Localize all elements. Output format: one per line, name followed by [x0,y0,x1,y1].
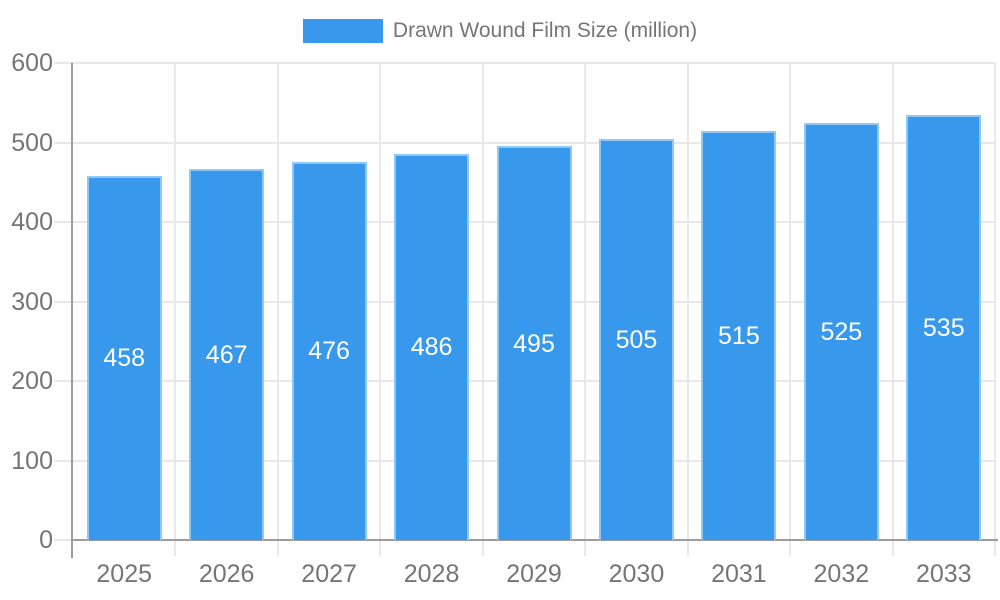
x-axis-label: 2030 [608,560,665,588]
x-axis-tick [584,540,587,556]
bar-value-label: 495 [513,329,555,358]
y-axis-tick [54,459,73,462]
v-gridline [481,63,484,540]
v-gridline [686,63,689,540]
bar[interactable]: 458 [86,175,162,540]
x-axis-label: 2031 [711,560,767,588]
y-axis-label: 0 [39,526,53,554]
y-axis-label: 400 [11,208,53,236]
bar-value-label: 467 [205,340,248,369]
y-axis-label: 600 [11,49,53,77]
y-axis-tick [54,141,73,144]
bar-value-label: 505 [615,325,658,354]
x-axis-tick [481,540,484,556]
y-axis-tick [54,221,73,223]
x-axis-label: 2027 [301,560,357,588]
v-gridline [276,63,279,540]
x-axis-label: 2028 [403,560,460,588]
y-axis-label: 100 [11,446,53,475]
legend-label: Drawn Wound Film Size (million) [392,19,698,42]
x-axis-tick [994,540,996,556]
x-axis-tick [891,540,894,556]
y-axis-tick [54,300,73,303]
bar-value-label: 535 [922,313,965,342]
y-axis-line [71,63,73,558]
y-axis-tick [54,539,73,541]
y-axis-label: 500 [11,128,53,157]
legend-swatch [302,19,383,43]
bar-value-label: 525 [820,317,863,346]
v-gridline [379,63,382,540]
bar[interactable]: 535 [906,114,982,540]
x-axis-label: 2025 [96,560,153,588]
bar[interactable]: 525 [803,122,879,540]
x-axis-label: 2029 [506,560,562,588]
bar-value-label: 515 [718,321,760,350]
y-axis-tick [54,380,73,382]
h-gridline [73,62,995,64]
bar-value-label: 476 [308,337,350,366]
bar[interactable]: 505 [598,138,674,540]
x-axis-tick [686,540,689,556]
x-axis-tick [789,540,792,556]
y-axis-tick [54,62,73,64]
bar[interactable]: 467 [189,168,265,540]
x-axis-tick [379,540,382,556]
v-gridline [584,63,587,540]
x-axis-tick [174,540,177,556]
y-axis-label: 200 [11,367,53,395]
x-axis-label: 2026 [198,560,255,588]
x-axis-tick [276,540,279,556]
bar[interactable]: 515 [701,130,777,540]
bar[interactable]: 486 [394,153,470,540]
bar-value-label: 458 [103,344,146,373]
x-axis-label: 2032 [813,560,870,588]
v-gridline [174,63,177,540]
h-gridline [73,141,995,144]
bar-value-label: 486 [410,333,453,362]
v-gridline [994,63,996,540]
legend[interactable]: Drawn Wound Film Size (million) [0,19,1000,43]
v-gridline [789,63,792,540]
x-axis-line [73,539,998,541]
bar[interactable]: 495 [496,146,572,540]
x-axis-label: 2033 [915,560,972,588]
bar[interactable]: 476 [291,161,367,540]
v-gridline [891,63,894,540]
y-axis-label: 300 [11,287,53,316]
